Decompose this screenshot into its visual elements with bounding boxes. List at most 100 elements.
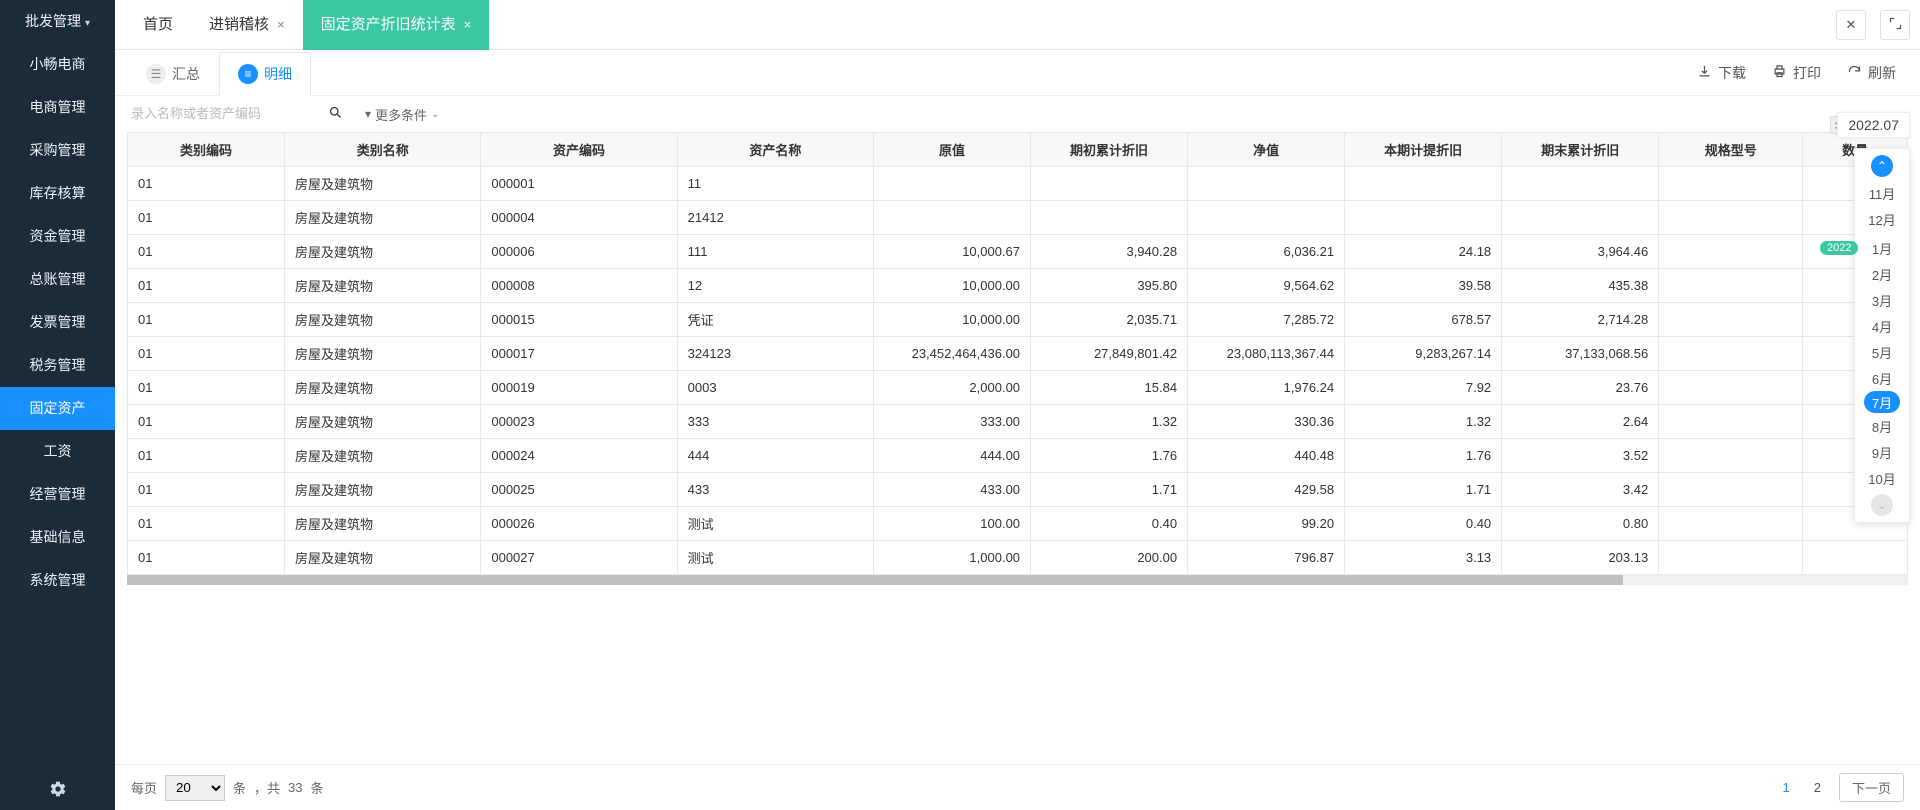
table-cell: 房屋及建筑物: [285, 235, 481, 269]
month-scroll-up-button[interactable]: ⌃: [1871, 155, 1893, 177]
horizontal-scrollbar[interactable]: [127, 575, 1908, 585]
table-cell: 333: [677, 405, 873, 439]
table-cell: [1188, 167, 1345, 201]
tab-close-icon[interactable]: ×: [464, 0, 472, 50]
tab-1[interactable]: 进销稽核×: [191, 0, 303, 50]
sidebar-item-7[interactable]: 发票管理: [0, 301, 115, 344]
table-row[interactable]: 01房屋及建筑物000026测试100.000.4099.200.400.80: [128, 507, 1908, 541]
close-all-tabs-button[interactable]: ✕: [1836, 10, 1866, 40]
table-cell: 1.71: [1031, 473, 1188, 507]
sidebar-item-4[interactable]: 库存核算: [0, 172, 115, 215]
table-cell: 333.00: [873, 405, 1030, 439]
page-number[interactable]: 2: [1804, 776, 1831, 799]
table-row[interactable]: 01房屋及建筑物0000081210,000.00395.809,564.623…: [128, 269, 1908, 303]
table-row[interactable]: 01房屋及建筑物000024444444.001.76440.481.763.5…: [128, 439, 1908, 473]
column-header[interactable]: 期初累计折旧: [1031, 133, 1188, 167]
column-header[interactable]: 类别编码: [128, 133, 285, 167]
sidebar-item-12[interactable]: 基础信息: [0, 516, 115, 559]
table-cell: 房屋及建筑物: [285, 167, 481, 201]
summary-icon: ☰: [146, 64, 166, 84]
column-header[interactable]: 本期计提折旧: [1345, 133, 1502, 167]
table-row[interactable]: 01房屋及建筑物000015凭证10,000.002,035.717,285.7…: [128, 303, 1908, 337]
month-item[interactable]: 11月: [1868, 180, 1895, 206]
table-row[interactable]: 01房屋及建筑物00000421412: [128, 201, 1908, 235]
tab-0[interactable]: 首页: [125, 0, 191, 50]
table-cell: 01: [128, 405, 285, 439]
month-item[interactable]: 2月: [1864, 261, 1900, 287]
more-filter-label: 更多条件: [375, 105, 427, 124]
tab-label: 固定资产折旧统计表: [321, 0, 456, 50]
download-button[interactable]: 下载: [1697, 63, 1746, 83]
table-cell: [1803, 541, 1908, 575]
gear-icon: [49, 780, 67, 801]
year-tag: 2022: [1820, 241, 1858, 255]
sidebar-item-10[interactable]: 工资: [0, 430, 115, 473]
scrollbar-thumb[interactable]: [127, 575, 1623, 585]
subtab-summary[interactable]: ☰ 汇总: [127, 52, 219, 96]
tab-2[interactable]: 固定资产折旧统计表×: [303, 0, 490, 50]
month-item[interactable]: 10月: [1864, 465, 1900, 491]
table-row[interactable]: 01房屋及建筑物00001900032,000.0015.841,976.247…: [128, 371, 1908, 405]
month-item[interactable]: 9月: [1864, 439, 1900, 465]
table-row[interactable]: 01房屋及建筑物00000111: [128, 167, 1908, 201]
month-item[interactable]: 3月: [1864, 287, 1900, 313]
refresh-button[interactable]: 刷新: [1847, 63, 1896, 83]
table-cell: 000024: [481, 439, 677, 473]
sidebar-item-8[interactable]: 税务管理: [0, 344, 115, 387]
table-cell: 2,000.00: [873, 371, 1030, 405]
sidebar-item-13[interactable]: 系统管理: [0, 559, 115, 602]
page-size-select[interactable]: 20: [165, 775, 225, 801]
table-row[interactable]: 01房屋及建筑物00000611110,000.673,940.286,036.…: [128, 235, 1908, 269]
next-page-button[interactable]: 下一页: [1839, 773, 1904, 802]
period-badge[interactable]: 2022.07: [1837, 112, 1910, 138]
sidebar-item-2[interactable]: 电商管理: [0, 86, 115, 129]
month-scroll-down-button[interactable]: ⌄: [1871, 494, 1893, 516]
print-button[interactable]: 打印: [1772, 63, 1821, 83]
column-header[interactable]: 期末累计折旧: [1502, 133, 1659, 167]
page-number[interactable]: 1: [1773, 776, 1800, 799]
month-item[interactable]: 1月2022: [1864, 235, 1900, 261]
sidebar-settings[interactable]: [0, 770, 115, 810]
column-header[interactable]: 资产编码: [481, 133, 677, 167]
subtab-label: 明细: [264, 64, 292, 84]
table-row[interactable]: 01房屋及建筑物00001732412323,452,464,436.0027,…: [128, 337, 1908, 371]
month-item[interactable]: 7月: [1864, 391, 1900, 413]
more-filters-button[interactable]: ▾ 更多条件 ⌄: [365, 105, 439, 124]
column-header[interactable]: 原值: [873, 133, 1030, 167]
table-cell: 3,964.46: [1502, 235, 1659, 269]
column-header[interactable]: 规格型号: [1659, 133, 1803, 167]
table-cell: [1659, 405, 1803, 439]
table-row[interactable]: 01房屋及建筑物000025433433.001.71429.581.713.4…: [128, 473, 1908, 507]
action-label: 打印: [1793, 63, 1821, 83]
sidebar-item-1[interactable]: 小畅电商: [0, 43, 115, 86]
sidebar-item-9[interactable]: 固定资产: [0, 387, 115, 430]
sidebar-item-6[interactable]: 总账管理: [0, 258, 115, 301]
column-header[interactable]: 净值: [1188, 133, 1345, 167]
sidebar-item-0[interactable]: 批发管理: [0, 0, 115, 43]
sidebar-item-3[interactable]: 采购管理: [0, 129, 115, 172]
tab-close-icon[interactable]: ×: [277, 0, 285, 50]
table-cell: 000017: [481, 337, 677, 371]
table-cell: 330.36: [1188, 405, 1345, 439]
next-label: 下一页: [1852, 781, 1891, 796]
month-item[interactable]: 4月: [1864, 313, 1900, 339]
month-item[interactable]: 8月: [1864, 413, 1900, 439]
sidebar-item-5[interactable]: 资金管理: [0, 215, 115, 258]
table-cell: 0.40: [1031, 507, 1188, 541]
table-cell: 000019: [481, 371, 677, 405]
column-header[interactable]: 资产名称: [677, 133, 873, 167]
table-cell: 3,940.28: [1031, 235, 1188, 269]
table-cell: [1659, 303, 1803, 337]
table-row[interactable]: 01房屋及建筑物000027测试1,000.00200.00796.873.13…: [128, 541, 1908, 575]
fullscreen-button[interactable]: [1880, 10, 1910, 40]
table-row[interactable]: 01房屋及建筑物000023333333.001.32330.361.322.6…: [128, 405, 1908, 439]
month-item[interactable]: 6月: [1864, 365, 1900, 391]
sidebar-item-11[interactable]: 经营管理: [0, 473, 115, 516]
month-item[interactable]: 12月: [1868, 206, 1895, 232]
search-input[interactable]: [127, 100, 347, 128]
month-item[interactable]: 5月: [1864, 339, 1900, 365]
search-icon[interactable]: [328, 105, 343, 123]
subtab-detail[interactable]: ≡ 明细: [219, 52, 311, 96]
chevron-up-icon: ⌃: [1877, 159, 1887, 173]
column-header[interactable]: 类别名称: [285, 133, 481, 167]
